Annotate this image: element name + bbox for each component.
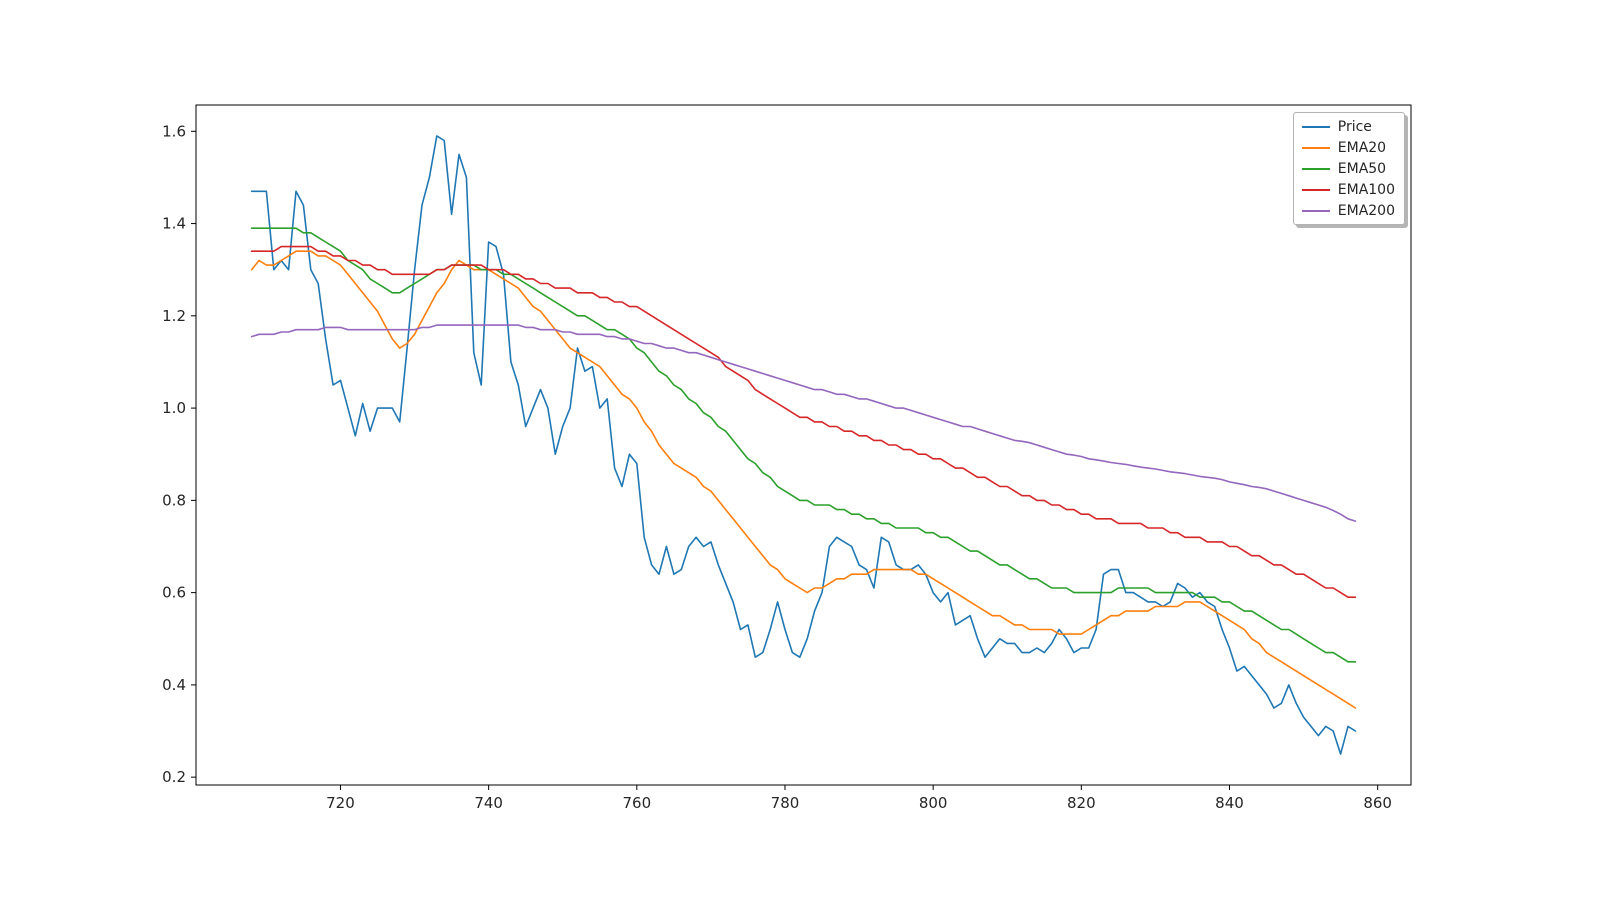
legend-label-ema200: EMA200 bbox=[1337, 202, 1395, 219]
legend-label-ema50: EMA50 bbox=[1337, 160, 1387, 177]
y-tick-label: 0.8 bbox=[162, 491, 186, 509]
y-tick-label: 0.2 bbox=[162, 768, 186, 786]
legend-label-price: Price bbox=[1337, 118, 1372, 135]
legend-item-ema50: EMA50 bbox=[1301, 160, 1395, 177]
series-line-price bbox=[250, 135, 1357, 755]
x-tick-label: 800 bbox=[919, 794, 948, 812]
x-tick-label: 780 bbox=[771, 794, 800, 812]
legend-item-ema200: EMA200 bbox=[1301, 202, 1395, 219]
chart-legend: Price EMA20 EMA50 EMA100 EMA200 bbox=[1292, 112, 1405, 225]
x-tick-label: 860 bbox=[1363, 794, 1392, 812]
x-tick-label: 720 bbox=[326, 794, 355, 812]
legend-item-ema100: EMA100 bbox=[1301, 181, 1395, 198]
axes-frame bbox=[195, 104, 1412, 786]
series-line-ema200 bbox=[250, 324, 1357, 522]
y-tick-label: 0.6 bbox=[162, 584, 186, 602]
y-tick-label: 1.0 bbox=[162, 399, 186, 417]
series-line-ema20 bbox=[250, 250, 1357, 709]
legend-line-sample-ema100 bbox=[1301, 188, 1330, 191]
legend-line-sample-ema50 bbox=[1301, 167, 1330, 170]
x-tick-label: 740 bbox=[474, 794, 503, 812]
y-tick-label: 1.6 bbox=[162, 122, 186, 140]
y-tick-label: 0.4 bbox=[162, 676, 186, 694]
y-tick-label: 1.4 bbox=[162, 215, 186, 233]
x-tick-label: 840 bbox=[1215, 794, 1244, 812]
series-line-ema100 bbox=[250, 245, 1357, 599]
legend-line-sample-price bbox=[1301, 125, 1330, 128]
legend-label-ema20: EMA20 bbox=[1337, 139, 1387, 156]
y-tick-label: 1.2 bbox=[162, 307, 186, 325]
legend-label-ema100: EMA100 bbox=[1337, 181, 1395, 198]
x-tick-label: 760 bbox=[622, 794, 651, 812]
x-tick-label: 820 bbox=[1067, 794, 1096, 812]
legend-item-price: Price bbox=[1301, 118, 1395, 135]
legend-line-sample-ema20 bbox=[1301, 146, 1330, 149]
series-line-ema50 bbox=[250, 227, 1357, 663]
legend-item-ema20: EMA20 bbox=[1301, 139, 1395, 156]
legend-line-sample-ema200 bbox=[1301, 209, 1330, 212]
